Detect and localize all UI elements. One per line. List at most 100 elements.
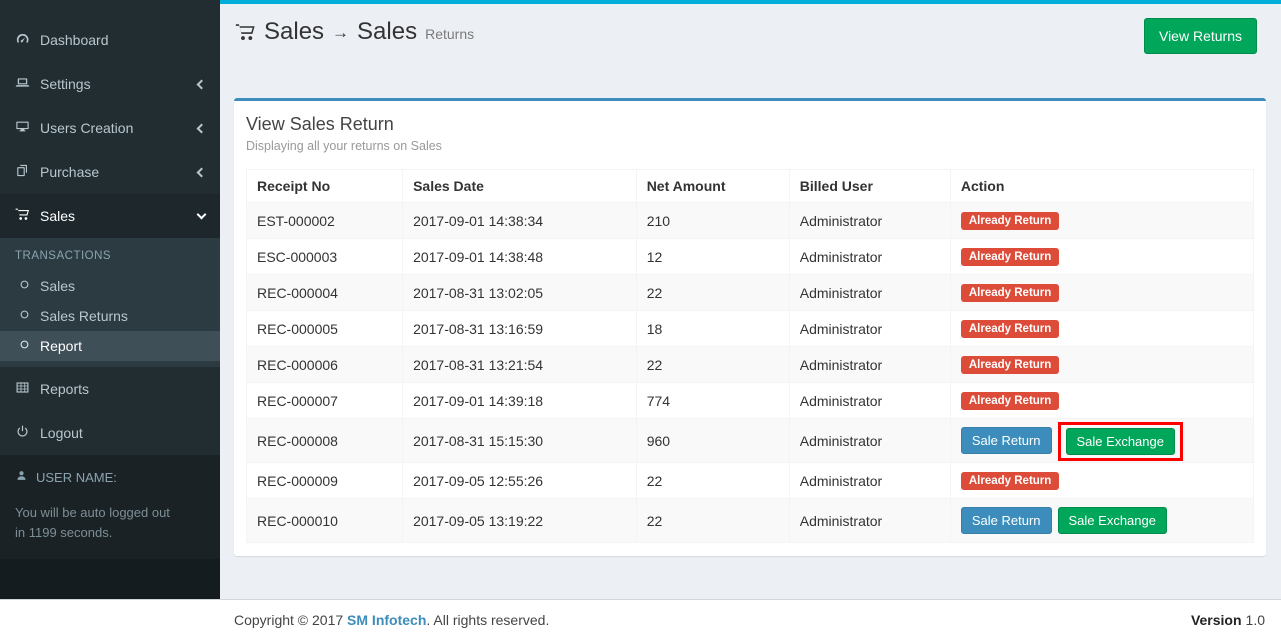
receipt-no-cell: REC-000007 xyxy=(245,382,404,419)
chevron-down-icon xyxy=(196,209,207,220)
company-link[interactable]: SM Infotech xyxy=(347,612,427,628)
sidebar-subitem-sales-returns[interactable]: Sales Returns xyxy=(0,301,220,331)
billed-user-cell: Administrator xyxy=(788,498,951,543)
laptop-icon xyxy=(15,75,30,93)
sidebar-item-dashboard[interactable]: Dashboard xyxy=(0,18,220,62)
breadcrumb-section: Sales xyxy=(264,18,325,45)
net-amount-cell: 18 xyxy=(635,310,790,347)
sidebar-item-settings[interactable]: Settings xyxy=(0,62,220,106)
action-cell: Sale Return Sale Exchange xyxy=(949,418,1255,463)
already-return-badge: Already Return xyxy=(960,248,1060,266)
copyright-prefix: Copyright © 2017 xyxy=(234,612,348,628)
cart-icon xyxy=(15,207,30,225)
sales-date-cell: 2017-09-01 14:39:18 xyxy=(402,382,637,419)
shopping-cart-icon xyxy=(235,23,255,40)
sidebar-bottom-fill xyxy=(0,559,220,599)
sidebar: Dashboard Settings Users Creation Purcha… xyxy=(0,0,220,599)
billed-user-cell: Administrator xyxy=(788,238,951,275)
table-row: ESC-000003 2017-09-01 14:38:48 12 Administr… xyxy=(245,238,1255,275)
page-title: Sales → Sales Returns xyxy=(235,18,474,46)
sidebar-subitem-report[interactable]: Report xyxy=(0,331,220,361)
sales-returns-table-body: EST-000002 2017-09-01 14:38:34 210 Administ… xyxy=(245,202,1255,543)
card-title: View Sales Return xyxy=(246,114,394,134)
sales-return-card: View Sales Return Displaying all your re… xyxy=(234,98,1266,556)
sale-exchange-button[interactable]: Sale Exchange xyxy=(1065,427,1175,455)
already-return-badge: Already Return xyxy=(960,212,1060,230)
sidebar-item-purchase[interactable]: Purchase xyxy=(0,150,220,194)
chevron-left-icon xyxy=(196,167,207,177)
gauge-icon xyxy=(15,31,30,49)
main-content: Sales → Sales Returns View Returns View … xyxy=(220,0,1281,599)
version-label: Version xyxy=(1190,612,1242,628)
billed-user-cell: Administrator xyxy=(788,310,951,347)
sales-date-cell: 2017-09-01 14:38:34 xyxy=(402,202,637,239)
sales-date-cell: 2017-08-31 13:02:05 xyxy=(402,274,637,311)
auto-logout-notice: You will be auto logged out in 1199 seco… xyxy=(15,505,170,541)
breadcrumb-page: Sales xyxy=(357,18,418,45)
receipt-no-cell: REC-000010 xyxy=(245,498,404,543)
chevron-left-icon xyxy=(196,123,207,133)
table-row: EST-000002 2017-09-01 14:38:34 210 Administ… xyxy=(245,202,1255,239)
receipt-no-cell: REC-000008 xyxy=(245,418,404,463)
receipt-no-cell: REC-000006 xyxy=(245,346,404,383)
sidebar-item-label: Dashboard xyxy=(40,32,109,48)
breadcrumb-page-sub: Returns xyxy=(425,26,475,42)
column-header-receipt-no: Receipt No xyxy=(245,169,404,203)
net-amount-cell: 960 xyxy=(635,418,790,463)
sidebar-subitem-sales[interactable]: Sales xyxy=(0,271,220,301)
copyright-text: Copyright © 2017 SM Infotech. All rights… xyxy=(234,612,549,628)
sale-exchange-button[interactable]: Sale Exchange xyxy=(1057,507,1167,534)
sidebar-item-label: Sales xyxy=(40,208,76,224)
action-cell: Already Return xyxy=(949,462,1255,499)
sales-date-cell: 2017-09-05 12:55:26 xyxy=(402,462,637,499)
breadcrumb-arrow-icon: → xyxy=(332,23,350,42)
action-cell: Sale Return Sale Exchange xyxy=(949,498,1255,543)
sidebar-item-sales[interactable]: Sales xyxy=(0,194,220,238)
action-cell: Already Return xyxy=(949,274,1255,311)
column-header-billed-user: Billed User xyxy=(788,169,951,203)
circle-icon xyxy=(18,308,31,324)
sale-return-button[interactable]: Sale Return xyxy=(960,427,1052,454)
table-row: REC-000009 2017-09-05 12:55:26 22 Administr… xyxy=(245,462,1255,499)
action-cell: Already Return xyxy=(949,310,1255,347)
billed-user-cell: Administrator xyxy=(788,202,951,239)
action-cell: Already Return xyxy=(949,346,1255,383)
action-cell: Already Return xyxy=(949,382,1255,419)
sidebar-item-logout[interactable]: Logout xyxy=(0,411,220,455)
column-header-action: Action xyxy=(949,169,1255,203)
view-returns-button[interactable]: View Returns xyxy=(1143,18,1257,54)
circle-icon xyxy=(18,278,31,294)
column-header-net-amount: Net Amount xyxy=(635,169,790,203)
already-return-badge: Already Return xyxy=(960,320,1060,338)
circle-icon xyxy=(18,338,31,354)
sidebar-item-label: Purchase xyxy=(40,164,100,180)
billed-user-cell: Administrator xyxy=(788,462,951,499)
column-header-sales-date: Sales Date xyxy=(402,169,637,203)
table-header-row: Receipt No Sales Date Net Amount Billed … xyxy=(245,169,1255,203)
card-subtitle: Displaying all your returns on Sales xyxy=(246,139,442,153)
copyright-suffix: . All rights reserved. xyxy=(426,612,550,628)
receipt-no-cell: REC-000005 xyxy=(245,310,404,347)
sidebar-subitem-label: Sales Returns xyxy=(40,308,128,324)
action-cell: Already Return xyxy=(949,202,1255,239)
sales-date-cell: 2017-08-31 15:15:30 xyxy=(402,418,637,463)
already-return-badge: Already Return xyxy=(960,472,1060,490)
net-amount-cell: 22 xyxy=(635,346,790,383)
table-row: REC-000004 2017-08-31 13:02:05 22 Administr… xyxy=(245,274,1255,311)
sidebar-subitem-label: Report xyxy=(40,338,83,354)
net-amount-cell: 210 xyxy=(635,202,790,239)
version-text: Version 1.0 xyxy=(1191,612,1265,628)
billed-user-cell: Administrator xyxy=(788,418,951,463)
sidebar-item-users-creation[interactable]: Users Creation xyxy=(0,106,220,150)
power-icon xyxy=(15,424,30,442)
sidebar-item-reports[interactable]: Reports xyxy=(0,367,220,411)
sidebar-user-panel: USER NAME: You will be auto logged out i… xyxy=(0,455,220,560)
net-amount-cell: 22 xyxy=(635,498,790,543)
sale-return-button[interactable]: Sale Return xyxy=(960,507,1052,534)
user-icon xyxy=(15,469,28,485)
footer: Copyright © 2017 SM Infotech. All rights… xyxy=(0,599,1281,639)
submenu-section-label: TRANSACTIONS xyxy=(15,250,112,262)
version-value: 1.0 xyxy=(1245,612,1265,628)
desktop-icon xyxy=(15,119,30,137)
table-row: REC-000010 2017-09-05 13:19:22 22 Administr… xyxy=(245,498,1255,543)
